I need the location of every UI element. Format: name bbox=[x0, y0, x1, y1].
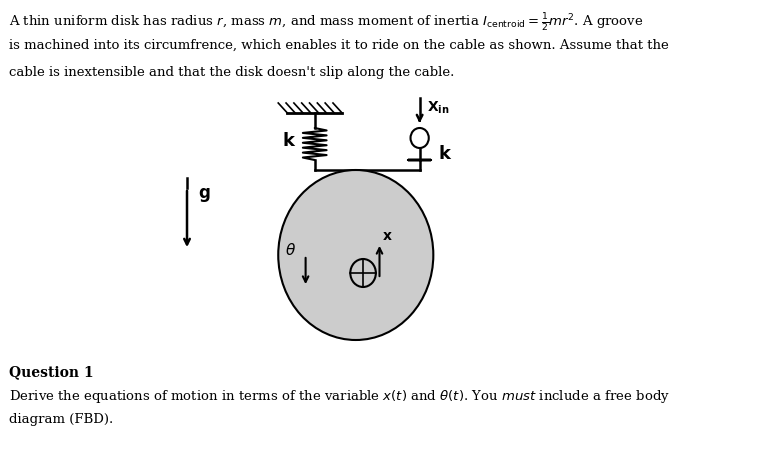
Text: cable is inextensible and that the disk doesn't slip along the cable.: cable is inextensible and that the disk … bbox=[9, 66, 454, 79]
Text: $\theta$: $\theta$ bbox=[285, 242, 297, 258]
Text: $\mathbf{x}$: $\mathbf{x}$ bbox=[382, 229, 393, 243]
Text: Derive the equations of motion in terms of the variable $x(t)$ and $\theta(t)$. : Derive the equations of motion in terms … bbox=[9, 388, 670, 405]
Text: is machined into its circumfrence, which enables it to ride on the cable as show: is machined into its circumfrence, which… bbox=[9, 39, 669, 52]
Text: $\mathbf{X}_{\mathbf{in}}$: $\mathbf{X}_{\mathbf{in}}$ bbox=[427, 100, 449, 116]
Text: diagram (FBD).: diagram (FBD). bbox=[9, 413, 113, 426]
Text: $\mathbf{k}$: $\mathbf{k}$ bbox=[438, 145, 453, 163]
Circle shape bbox=[278, 170, 433, 340]
Text: $\mathbf{g}$: $\mathbf{g}$ bbox=[198, 186, 211, 204]
Text: A thin uniform disk has radius $r$, mass $m$, and mass moment of inertia $I_{\ma: A thin uniform disk has radius $r$, mass… bbox=[9, 12, 644, 34]
Text: Question 1: Question 1 bbox=[9, 365, 94, 379]
Text: $\mathbf{k}$: $\mathbf{k}$ bbox=[282, 132, 296, 151]
